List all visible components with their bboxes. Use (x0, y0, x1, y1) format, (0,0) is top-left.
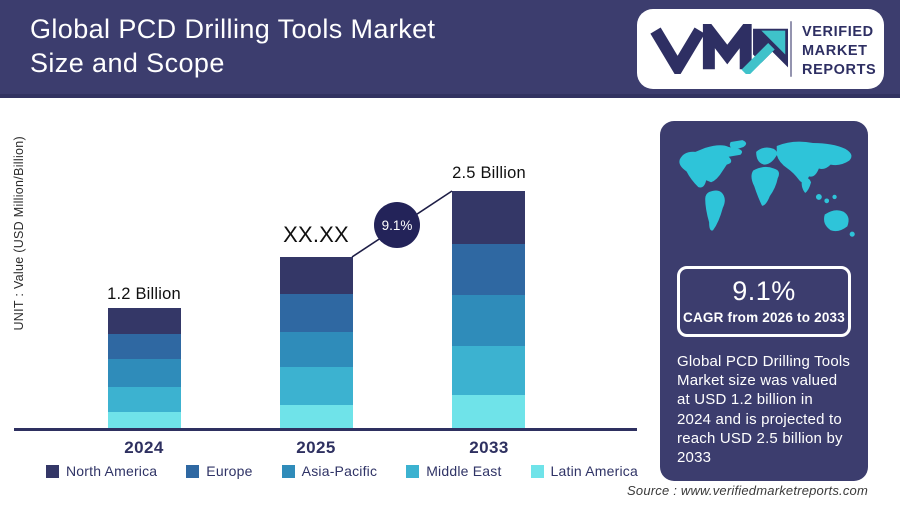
vmr-logo-icon (650, 24, 788, 74)
legend-label: Latin America (550, 463, 638, 479)
cagr-circle-value: 9.1% (382, 218, 413, 233)
logo-divider (790, 21, 792, 77)
bar-value-2024: 1.2 Billion (107, 285, 181, 303)
bar-segment-asia-pacific (280, 332, 353, 368)
legend-swatch-icon (530, 464, 544, 478)
bar-segment-europe (452, 243, 525, 296)
legend-swatch-icon (186, 464, 200, 478)
world-map-icon (679, 140, 855, 237)
legend-label: Middle East (426, 463, 502, 479)
x-axis-line (14, 428, 637, 431)
page-title: Global PCD Drilling Tools Market Size an… (30, 12, 435, 80)
bar-segment-latin-america (280, 404, 353, 428)
y-axis-label: UNIT : Value (USD Million/Billion) (12, 136, 26, 331)
cagr-value: 9.1% (732, 276, 796, 306)
x-tick-2024: 2024 (124, 438, 164, 457)
bar-segment-latin-america (452, 394, 525, 428)
bar-segment-europe (108, 333, 181, 359)
bar-value-2033: 2.5 Billion (452, 164, 526, 182)
cagr-box: 9.1% CAGR from 2026 to 2033 (677, 266, 851, 337)
bar-segment-middle-east (108, 386, 181, 413)
vmr-logo: VERIFIED MARKET REPORTS (637, 9, 884, 89)
logo-wordmark: VERIFIED MARKET REPORTS (802, 23, 876, 80)
cagr-annotation: 9.1% (351, 190, 453, 258)
logo-word-reports: REPORTS (802, 62, 877, 79)
legend-label: Asia-Pacific (301, 463, 378, 479)
bar-segment-north-america (452, 191, 525, 244)
legend-swatch-icon (46, 464, 59, 478)
market-summary-text: Global PCD Drilling Tools Market size wa… (677, 353, 851, 466)
summary-panel: 9.1% CAGR from 2026 to 2033 Global PCD D… (660, 121, 868, 481)
bar-segment-north-america (108, 308, 181, 334)
legend-label: Europe (206, 463, 253, 479)
logo-word-verified: VERIFIED (802, 24, 874, 40)
page-title-line2: Size and Scope (30, 48, 225, 79)
logo-word-market: MARKET (802, 43, 868, 60)
legend-item-europe: Europe (186, 463, 252, 479)
legend-label: North America (66, 463, 158, 479)
x-tick-2033: 2033 (469, 438, 509, 457)
bar-segment-middle-east (280, 367, 353, 405)
bar-value-2025: XX.XX (283, 222, 349, 247)
legend-item-middle-east: Middle East (406, 463, 501, 479)
legend-item-latin-america: Latin America (530, 463, 638, 479)
cagr-label: CAGR from 2026 to 2033 (683, 310, 845, 325)
bar-segment-asia-pacific (452, 295, 525, 346)
bar-segment-latin-america (108, 412, 181, 428)
legend-swatch-icon (281, 464, 295, 478)
source-attribution: Source : www.verifiedmarketreports.com (627, 483, 868, 498)
bar-segment-asia-pacific (108, 358, 181, 387)
cagr-circle-icon (374, 202, 420, 248)
bar-2024 (108, 308, 181, 428)
bar-2033 (452, 191, 525, 428)
bar-segment-north-america (280, 257, 353, 294)
legend-item-north-america: North America (46, 463, 157, 479)
legend-item-asia-pacific: Asia-Pacific (281, 463, 378, 479)
header: Global PCD Drilling Tools Market Size an… (0, 0, 900, 98)
x-tick-2025: 2025 (296, 438, 336, 457)
bar-2025 (280, 257, 353, 428)
chart-legend: North America Europe Asia-Pacific Middle… (46, 463, 638, 479)
page-title-line1: Global PCD Drilling Tools Market (30, 14, 436, 44)
bar-segment-europe (280, 293, 353, 333)
legend-swatch-icon (406, 464, 420, 478)
bar-segment-middle-east (452, 345, 525, 395)
